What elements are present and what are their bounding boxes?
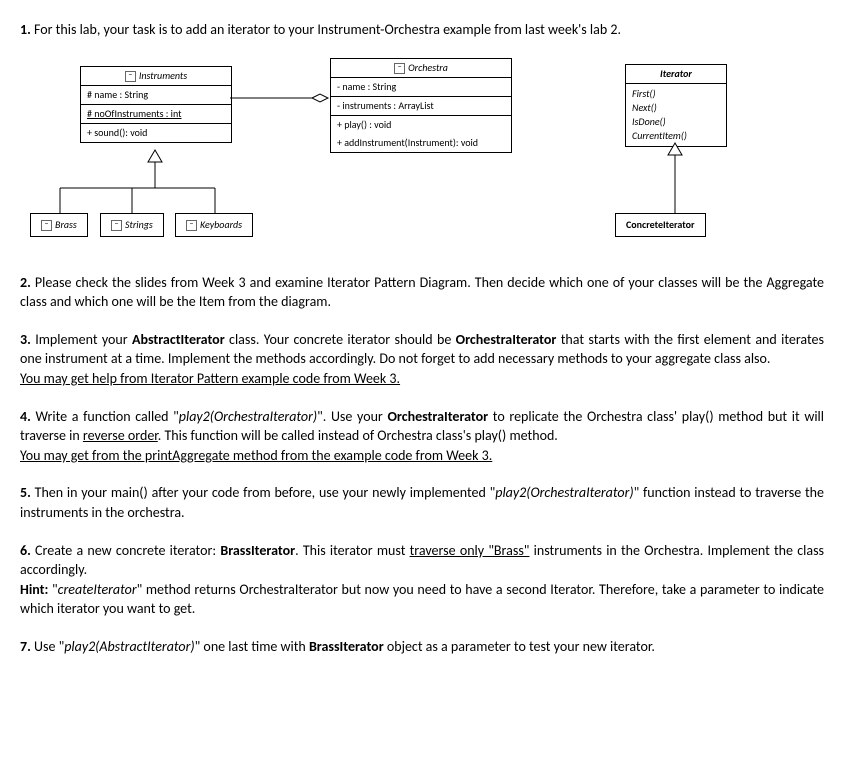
uml-row: - name : String (331, 78, 511, 97)
q4-number: 4. (20, 408, 31, 425)
q1-text: For this lab, your task is to add an ite… (34, 21, 621, 38)
uml-iterator-title: Iterator (626, 65, 726, 84)
uml-connector (620, 143, 740, 218)
uml-orchestra-title: −Orchestra (331, 59, 511, 78)
collapse-icon: − (394, 63, 405, 74)
question-7: 7. Use "play2(AbstractIterator)" one las… (20, 637, 824, 657)
q2-number: 2. (20, 274, 31, 291)
q7-number: 7. (20, 638, 31, 655)
question-5: 5. Then in your main() after your code f… (20, 483, 824, 522)
uml-row: + play() : void (331, 116, 511, 134)
q5-number: 5. (20, 484, 31, 501)
uml-row: + addInstrument(Instrument): void (331, 134, 511, 152)
uml-connector (20, 58, 320, 238)
uml-orchestra: −Orchestra - name : String - instruments… (330, 58, 512, 153)
question-6: 6. Create a new concrete iterator: Brass… (20, 541, 824, 619)
q6-hint-label: Hint: (20, 581, 48, 598)
question-1: 1. For this lab, your task is to add an … (20, 20, 824, 40)
q2-text: Please check the slides from Week 3 and … (20, 274, 824, 311)
q4-hint: You may get from the printAggregate meth… (20, 447, 492, 464)
question-4: 4. Write a function called "play2(Orches… (20, 407, 824, 466)
uml-row: - instruments : ArrayList (331, 97, 511, 116)
q1-number: 1. (20, 21, 31, 38)
q6-number: 6. (20, 542, 31, 559)
q3-number: 3. (20, 331, 31, 348)
question-2: 2. Please check the slides from Week 3 a… (20, 273, 824, 312)
uml-iterator: Iterator First() Next() IsDone() Current… (625, 64, 727, 147)
question-3: 3. Implement your AbstractIterator class… (20, 330, 824, 389)
q3-hint: You may get help from Iterator Pattern e… (20, 370, 400, 387)
uml-iterator-methods: First() Next() IsDone() CurrentItem() (626, 84, 726, 146)
uml-connector (230, 88, 330, 108)
uml-diagram: −Instruments # name : String # noOfInstr… (20, 58, 820, 248)
